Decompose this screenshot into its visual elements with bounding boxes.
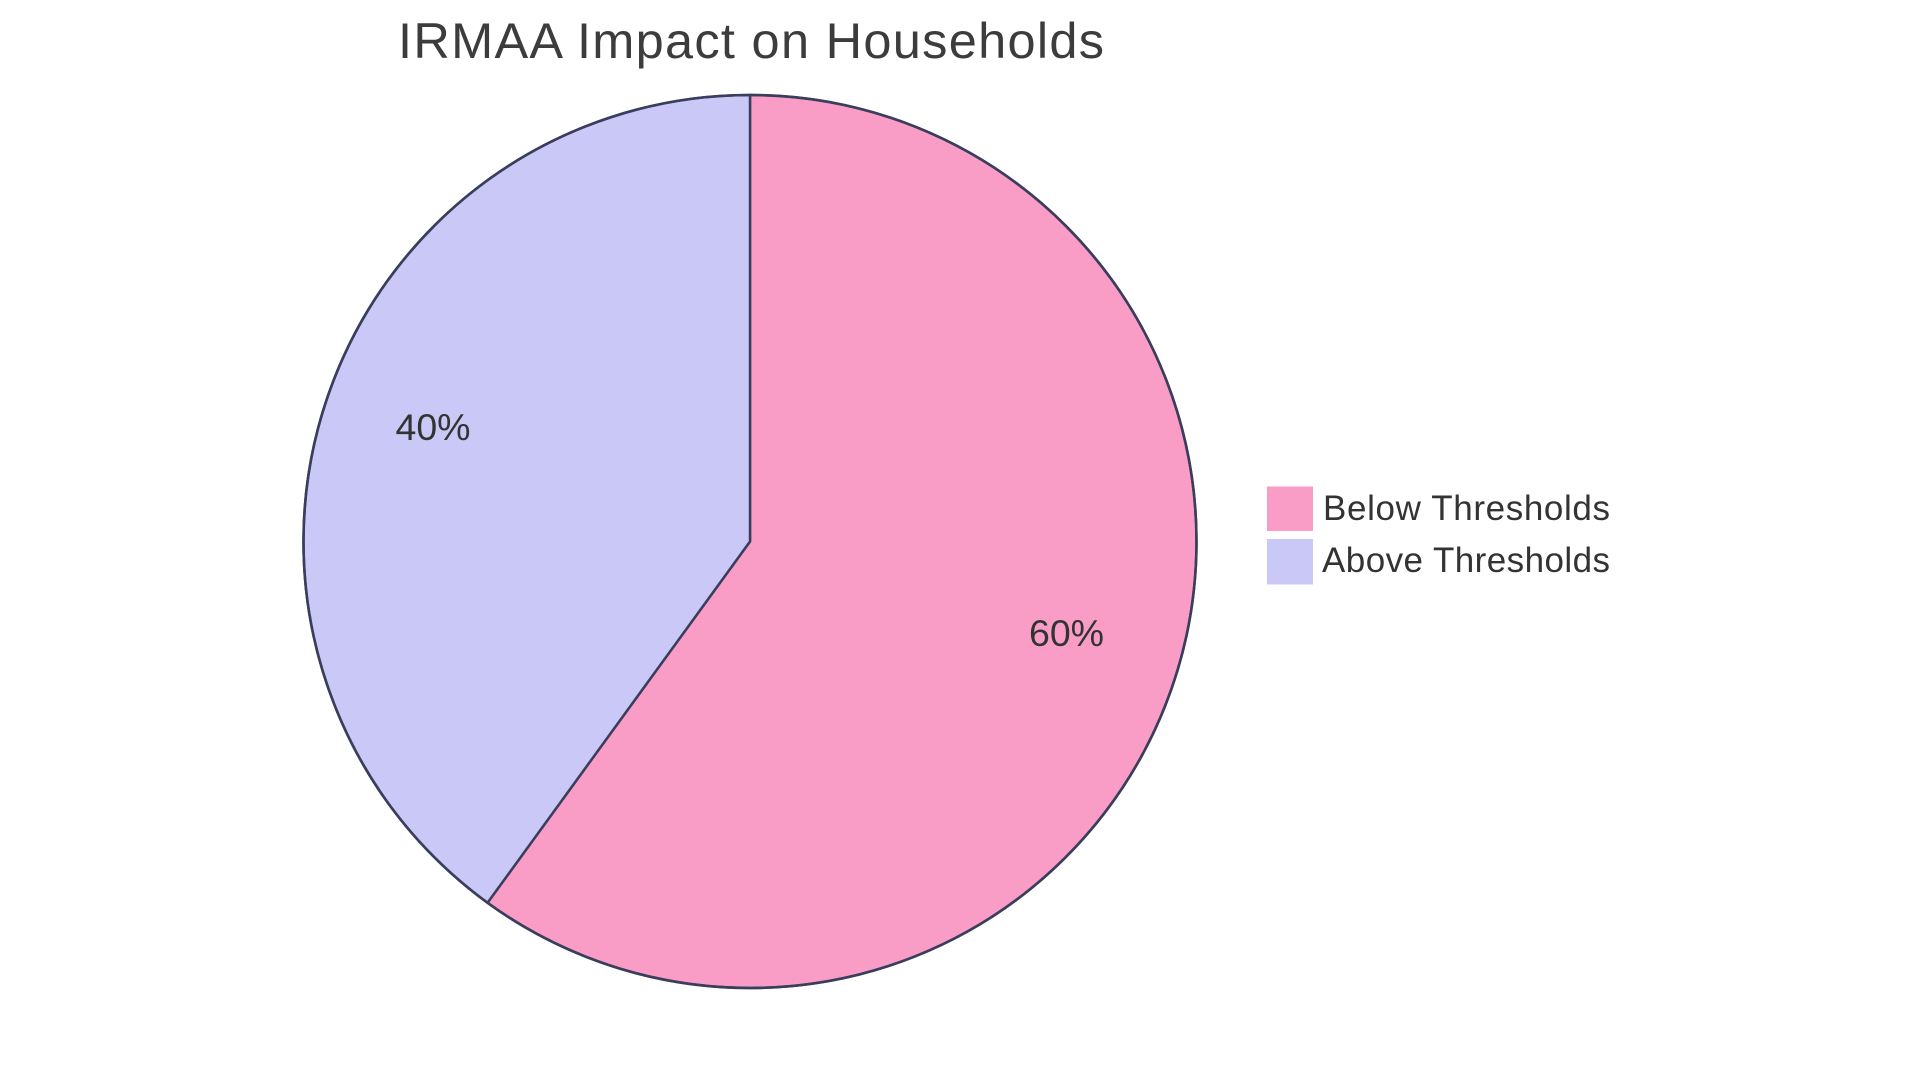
- svg-text:IRMAA Impact on Households: IRMAA Impact on Households: [398, 12, 1104, 69]
- svg-text:40%: 40%: [395, 406, 470, 448]
- svg-text:60%: 60%: [1029, 612, 1104, 654]
- svg-text:Above Thresholds: Above Thresholds: [1322, 541, 1610, 580]
- svg-text:Below Thresholds: Below Thresholds: [1323, 489, 1610, 528]
